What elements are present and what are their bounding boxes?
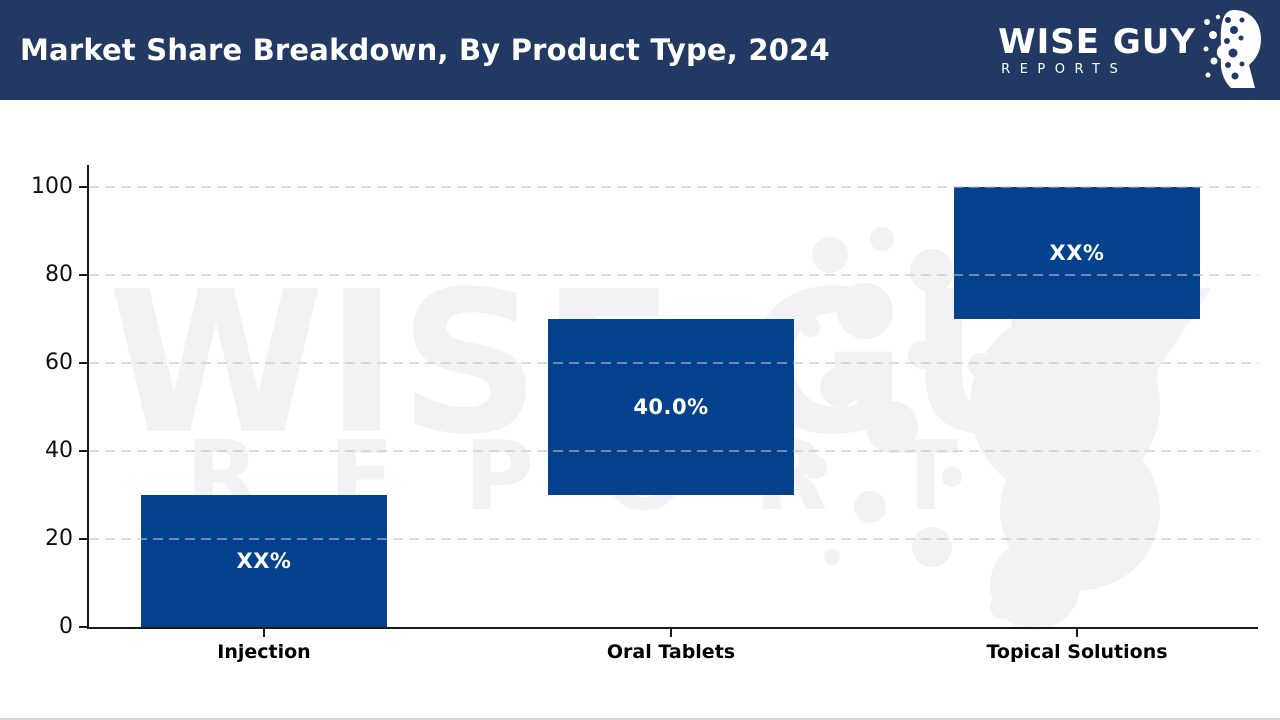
page-title: Market Share Breakdown, By Product Type,… bbox=[20, 33, 830, 67]
gridline-80 bbox=[89, 274, 1258, 276]
bottom-border bbox=[0, 718, 1280, 720]
logo-text: WISE GUY REPORTS bbox=[998, 25, 1196, 76]
y-tick-label-20: 20 bbox=[45, 526, 73, 551]
bar-label-injection: XX% bbox=[236, 549, 292, 573]
bar-topical-solutions: XX% bbox=[954, 187, 1200, 319]
y-tick-mark-60 bbox=[79, 362, 88, 364]
x-label-oral-tablets: Oral Tablets bbox=[606, 641, 736, 663]
x-label-topical-solutions: Topical Solutions bbox=[986, 641, 1168, 663]
x-axis bbox=[87, 627, 1258, 629]
y-tick-mark-80 bbox=[79, 274, 88, 276]
x-label-injection: Injection bbox=[217, 641, 311, 663]
bar-label-oral-tablets: 40.0% bbox=[633, 395, 709, 419]
x-tick-mark-2 bbox=[1076, 629, 1078, 637]
y-tick-label-80: 80 bbox=[45, 262, 73, 287]
x-tick-mark-0 bbox=[263, 629, 265, 637]
gridline-20 bbox=[89, 538, 1258, 540]
y-tick-mark-20 bbox=[79, 538, 88, 540]
y-tick-label-40: 40 bbox=[45, 438, 73, 463]
header: Market Share Breakdown, By Product Type,… bbox=[0, 0, 1280, 100]
y-tick-mark-40 bbox=[79, 450, 88, 452]
y-axis bbox=[87, 165, 89, 629]
y-tick-label-60: 60 bbox=[45, 350, 73, 375]
gridline-60 bbox=[89, 362, 1258, 364]
y-tick-label-100: 100 bbox=[31, 174, 73, 199]
y-tick-mark-100 bbox=[79, 186, 88, 188]
x-tick-mark-1 bbox=[670, 629, 672, 637]
y-tick-label-0: 0 bbox=[59, 614, 73, 639]
wise-guy-logo: WISE GUY REPORTS bbox=[998, 8, 1266, 92]
bar-label-topical-solutions: XX% bbox=[1049, 241, 1105, 265]
gridline-40 bbox=[89, 450, 1258, 452]
y-tick-mark-0 bbox=[79, 626, 88, 628]
gridline-100 bbox=[89, 186, 1258, 188]
logo-face-icon bbox=[1203, 10, 1261, 88]
logo-wordmark: WISE GUY bbox=[998, 21, 1196, 62]
logo-subtext: REPORTS bbox=[1001, 61, 1128, 77]
bar-oral-tablets: 40.0% bbox=[548, 319, 794, 495]
bar-injection: XX% bbox=[141, 495, 387, 627]
